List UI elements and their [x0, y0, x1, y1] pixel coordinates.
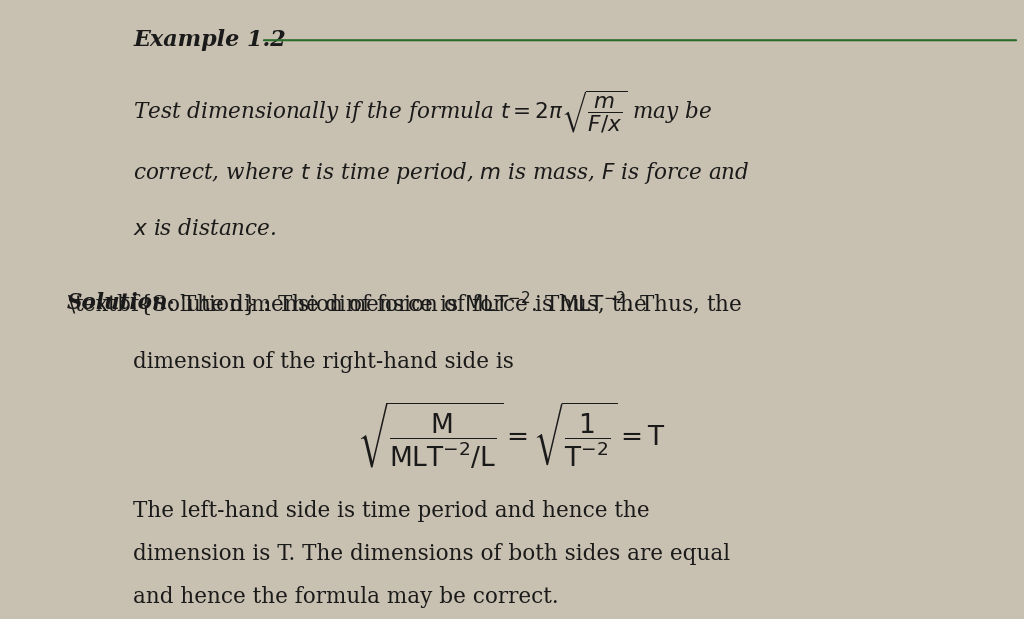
- Text: Solution: Solution: [67, 292, 168, 314]
- Text: dimension of the right-hand side is: dimension of the right-hand side is: [133, 351, 514, 373]
- Text: Example 1.2: Example 1.2: [133, 29, 286, 51]
- Text: \textbf{Solution} : The dimension of force is $\mathrm{MLT}^{-2}$. Thus, the: \textbf{Solution} : The dimension of for…: [67, 289, 742, 318]
- Text: $x$ is distance.: $x$ is distance.: [133, 218, 276, 240]
- Text: correct, where $t$ is time period, $m$ is mass, $F$ is force and: correct, where $t$ is time period, $m$ i…: [133, 160, 750, 186]
- Text: : The dimension of force is $\mathrm{MLT}^{-2}$. Thus, the: : The dimension of force is $\mathrm{MLT…: [161, 290, 647, 317]
- Text: The left-hand side is time period and hence the: The left-hand side is time period and he…: [133, 500, 650, 522]
- Text: $\sqrt{\dfrac{\mathrm{M}}{\mathrm{MLT}^{-2}/\mathrm{L}}} = \sqrt{\dfrac{1}{\math: $\sqrt{\dfrac{\mathrm{M}}{\mathrm{MLT}^{…: [357, 401, 667, 472]
- Text: dimension is T. The dimensions of both sides are equal: dimension is T. The dimensions of both s…: [133, 543, 730, 565]
- Text: Test dimensionally if the formula $t = 2\pi\sqrt{\dfrac{m}{F/x}}$ may be: Test dimensionally if the formula $t = 2…: [133, 89, 712, 134]
- Text: and hence the formula may be correct.: and hence the formula may be correct.: [133, 586, 559, 608]
